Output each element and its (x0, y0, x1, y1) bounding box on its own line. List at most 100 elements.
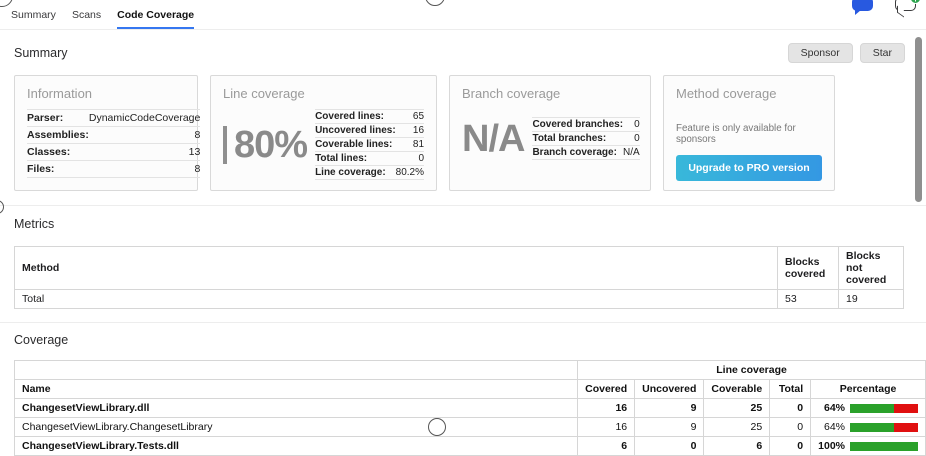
coverage-header-row: Name Covered Uncovered Coverable Total P… (13, 379, 926, 399)
coverable-cell: 25 (703, 398, 771, 418)
info-label: Classes: (27, 143, 89, 161)
metrics-table: Method Blocks covered Blocks not covered… (14, 246, 904, 309)
percentage-cell: 100% (810, 436, 926, 456)
table-row: Classes: 13 (27, 143, 201, 161)
stat-value: 0 (395, 151, 425, 166)
group-header-line-coverage: Line coverage (577, 360, 926, 380)
metrics-heading: Metrics (14, 217, 55, 231)
summary-cards: Information Parser: DynamicCodeCoverage … (14, 75, 926, 191)
table-row: Total branches: 0 (532, 131, 640, 146)
table-row: Covered lines: 65 (315, 109, 425, 124)
coverage-bar (850, 441, 918, 451)
tab-summary[interactable]: Summary (11, 9, 56, 21)
metrics-total-row: Total 53 19 (14, 289, 904, 309)
table-row: Coverable lines: 81 (315, 137, 425, 152)
coverage-header-name: Name (13, 379, 579, 399)
table-row: Parser: DynamicCodeCoverage (27, 109, 201, 127)
line-coverage-stats: Covered lines: 65 Uncovered lines: 16 Co… (315, 109, 425, 180)
covered-cell: 16 (577, 417, 636, 437)
branch-coverage-card-title: Branch coverage (462, 86, 561, 101)
metrics-header-row: Method Blocks covered Blocks not covered (14, 246, 904, 290)
comment-icon[interactable] (852, 0, 873, 15)
coverage-table: Line coverage Name Covered Uncovered Cov… (13, 360, 926, 456)
line-coverage-card-title: Line coverage (223, 86, 305, 101)
percentage-cell: 64% (810, 398, 926, 418)
table-row: Total lines: 0 (315, 151, 425, 166)
group-header-empty-cell (13, 360, 579, 380)
scrollbar-thumb[interactable] (915, 37, 922, 202)
information-card: Information Parser: DynamicCodeCoverage … (14, 75, 201, 191)
line-coverage-card: Line coverage 80% Covered lines: 65 Unco… (210, 75, 437, 191)
uncovered-cell: 9 (634, 398, 705, 418)
star-button[interactable]: Star (859, 43, 905, 63)
tab-scans[interactable]: Scans (71, 9, 102, 21)
percentage-label: 100% (818, 440, 845, 452)
tab-code-coverage[interactable]: Code Coverage (117, 9, 195, 29)
assembly-name[interactable]: ChangesetViewLibrary.Tests.dll (13, 436, 579, 456)
summary-section: Summary Sponsor Star Information Parser:… (0, 29, 926, 191)
coverage-heading: Coverage (14, 333, 69, 347)
info-value: DynamicCodeCoverage (88, 109, 201, 127)
tab-bar: Summary Scans Code Coverage (0, 0, 926, 29)
coverage-header-uncovered: Uncovered (634, 379, 705, 399)
stat-label: Branch coverage: (532, 145, 624, 160)
percentage-cell: 64% (810, 417, 926, 437)
info-value: 13 (88, 143, 201, 161)
stat-value: 65 (395, 109, 425, 124)
summary-heading: Summary (14, 46, 68, 60)
stat-value: 16 (395, 123, 425, 138)
assembly-name[interactable]: ChangesetViewLibrary.dll (13, 398, 579, 418)
metrics-header-blocks-covered: Blocks covered (777, 246, 839, 290)
coverage-bar-fill (850, 441, 918, 451)
uncovered-cell: 0 (634, 436, 705, 456)
table-row: Covered branches: 0 (532, 117, 640, 132)
method-coverage-card-title: Method coverage (676, 86, 777, 101)
info-label: Files: (27, 160, 89, 178)
sponsor-button[interactable]: Sponsor (787, 43, 853, 63)
uncovered-cell: 9 (634, 417, 705, 437)
coverage-header-percentage: Percentage (810, 379, 926, 399)
stat-value: 0 (623, 131, 640, 146)
info-label: Assemblies: (27, 126, 89, 144)
info-label: Parser: (27, 109, 89, 127)
coverable-cell: 6 (703, 436, 771, 456)
total-cell: 0 (769, 436, 812, 456)
stat-label: Covered branches: (532, 117, 624, 132)
coverage-header-total: Total (769, 379, 812, 399)
stat-value: 0 (623, 117, 640, 132)
stat-label: Total branches: (532, 131, 624, 146)
stat-label: Total lines: (315, 151, 396, 166)
branch-coverage-big-value: N/A (462, 117, 525, 160)
info-value: 8 (88, 160, 201, 178)
information-table: Parser: DynamicCodeCoverage Assemblies: … (27, 109, 201, 178)
coverage-row-class: ChangesetViewLibrary.ChangesetLibrary 16… (13, 417, 926, 437)
total-cell: 0 (769, 398, 812, 418)
coverage-bar-fill (850, 422, 894, 432)
metrics-total-label: Total (14, 289, 778, 309)
table-row: Assemblies: 8 (27, 126, 201, 144)
stat-label: Uncovered lines: (315, 123, 396, 138)
branch-coverage-stats: Covered branches: 0 Total branches: 0 Br… (532, 117, 640, 160)
table-row: Line coverage: 80.2% (315, 165, 425, 180)
covered-cell: 6 (577, 436, 636, 456)
table-row: Files: 8 (27, 160, 201, 178)
coverage-section: Coverage Line coverage Name Covered Unco… (0, 322, 926, 456)
stat-label: Coverable lines: (315, 137, 396, 152)
info-value: 8 (88, 126, 201, 144)
coverage-bar (850, 422, 918, 432)
coverage-header-coverable: Coverable (703, 379, 771, 399)
add-comment-icon[interactable]: + (895, 0, 921, 11)
metrics-header-blocks-not-covered: Blocks not covered (838, 246, 904, 290)
coverage-row-assembly: ChangesetViewLibrary.dll 16 9 25 0 64% (13, 398, 926, 418)
table-row: Uncovered lines: 16 (315, 123, 425, 138)
stat-label: Covered lines: (315, 109, 396, 124)
stat-value: 81 (395, 137, 425, 152)
metrics-total-blocks-covered: 53 (777, 289, 839, 309)
metrics-section: Metrics Method Blocks covered Blocks not… (0, 205, 926, 322)
class-link[interactable]: ChangesetViewLibrary.ChangesetLibrary (13, 417, 579, 437)
stat-label: Line coverage: (315, 165, 396, 180)
upgrade-pro-button[interactable]: Upgrade to PRO version (676, 155, 822, 181)
information-card-title: Information (27, 86, 93, 101)
line-coverage-big-value: 80% (223, 125, 308, 164)
stat-value: N/A (623, 145, 640, 160)
